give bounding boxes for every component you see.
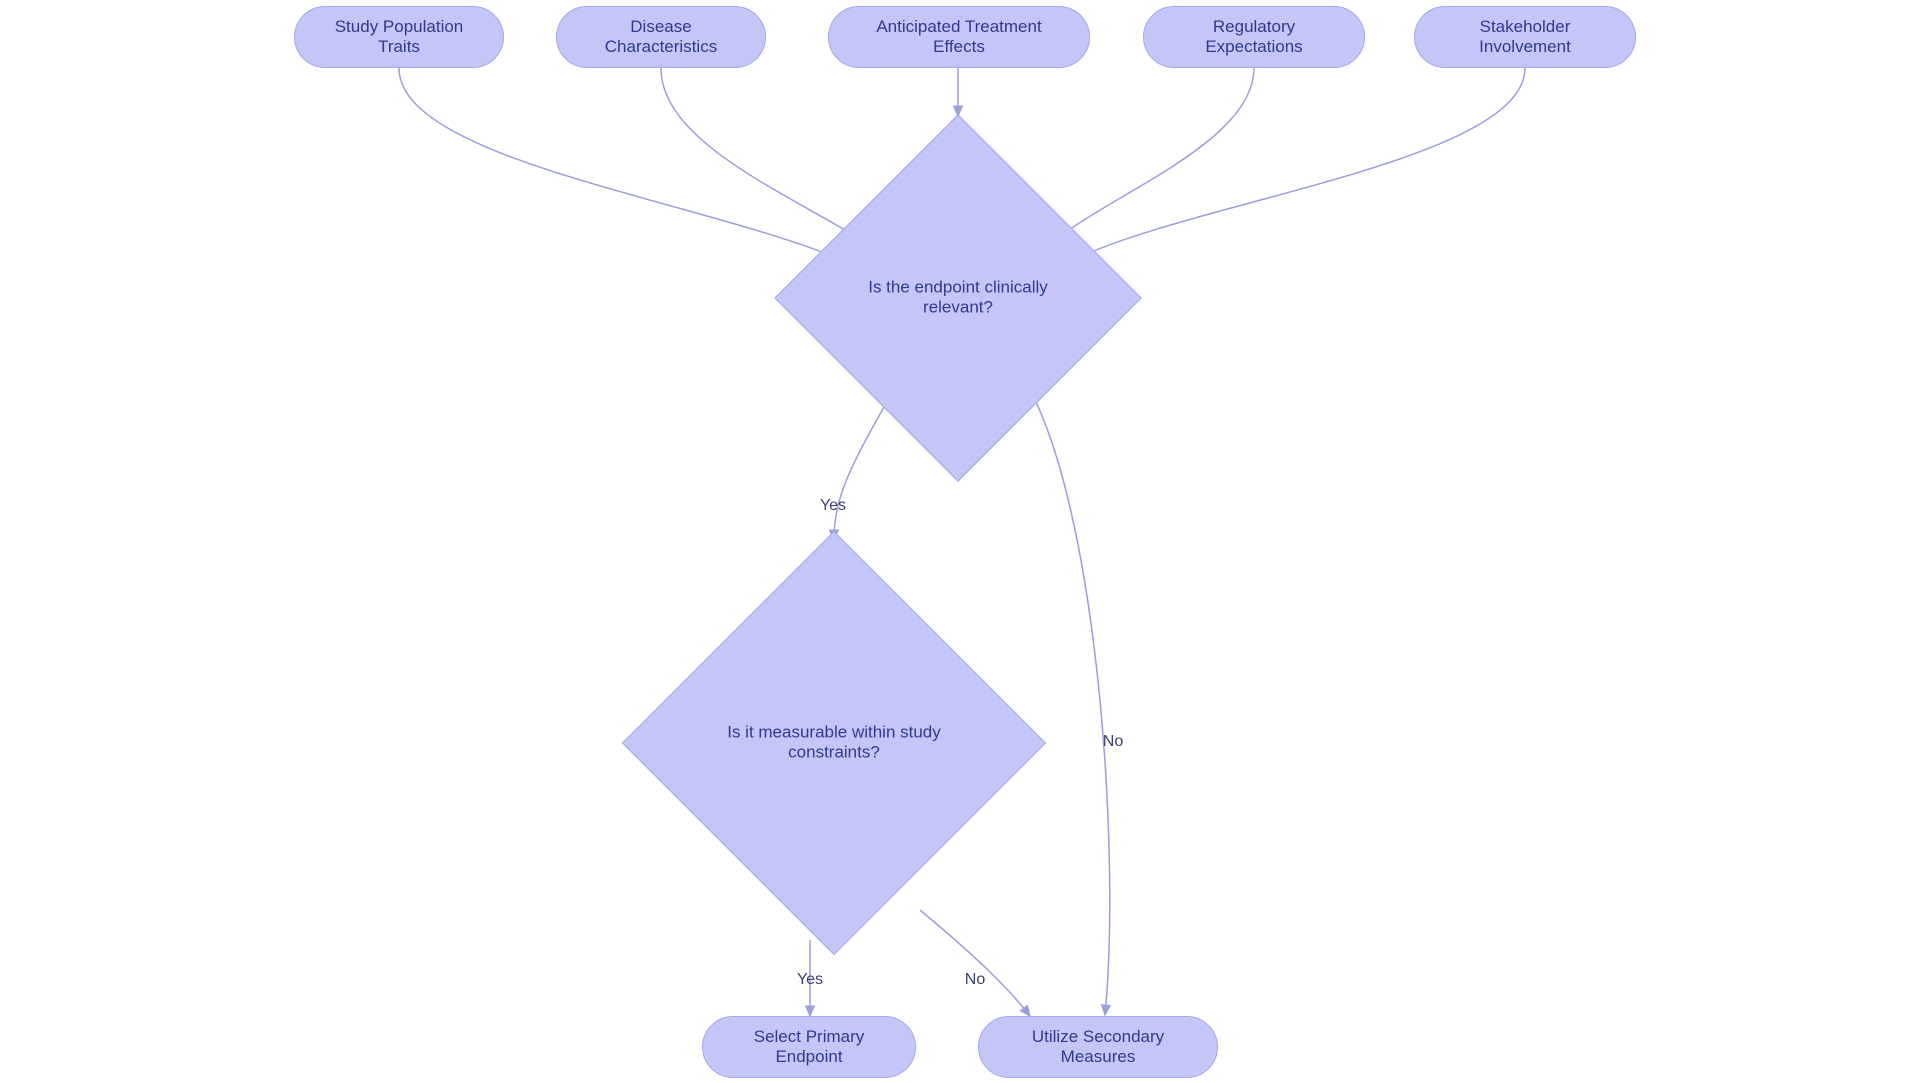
decision-measurable: Is it measurable within study constraint…: [684, 593, 984, 893]
flowchart-canvas: Study Population Traits Disease Characte…: [0, 0, 1920, 1083]
node-label: Stakeholder Involvement: [1439, 17, 1611, 58]
node-treatment-effects: Anticipated Treatment Effects: [828, 6, 1090, 68]
edge-study-pop-to-clinically: [399, 68, 842, 260]
node-label: Is it measurable within study constraint…: [699, 723, 969, 764]
node-label: Anticipated Treatment Effects: [853, 17, 1065, 58]
node-label: Regulatory Expectations: [1168, 17, 1340, 58]
node-label: Utilize Secondary Measures: [1003, 1027, 1193, 1068]
decision-clinically-relevant: Is the endpoint clinically relevant?: [828, 168, 1088, 428]
node-disease-characteristics: Disease Characteristics: [556, 6, 766, 68]
node-label: Study Population Traits: [319, 17, 479, 58]
node-select-primary-endpoint: Select Primary Endpoint: [702, 1016, 916, 1078]
edge-label-no-1: No: [1103, 733, 1123, 751]
node-regulatory-expectations: Regulatory Expectations: [1143, 6, 1365, 68]
node-stakeholder-involvement: Stakeholder Involvement: [1414, 6, 1636, 68]
node-label: Is the endpoint clinically relevant?: [841, 278, 1075, 319]
edge-clinically-to-secondary: [1036, 402, 1110, 1015]
node-utilize-secondary-measures: Utilize Secondary Measures: [978, 1016, 1218, 1078]
edge-measurable-to-secondary: [920, 910, 1030, 1016]
edge-stakeholder-to-clinically: [1078, 68, 1525, 258]
node-label: Select Primary Endpoint: [727, 1027, 891, 1068]
edge-label-yes-2: Yes: [797, 971, 823, 989]
node-label: Disease Characteristics: [581, 17, 741, 58]
node-study-population: Study Population Traits: [294, 6, 504, 68]
edge-label-yes-1: Yes: [820, 497, 846, 515]
edge-label-no-2: No: [965, 971, 985, 989]
